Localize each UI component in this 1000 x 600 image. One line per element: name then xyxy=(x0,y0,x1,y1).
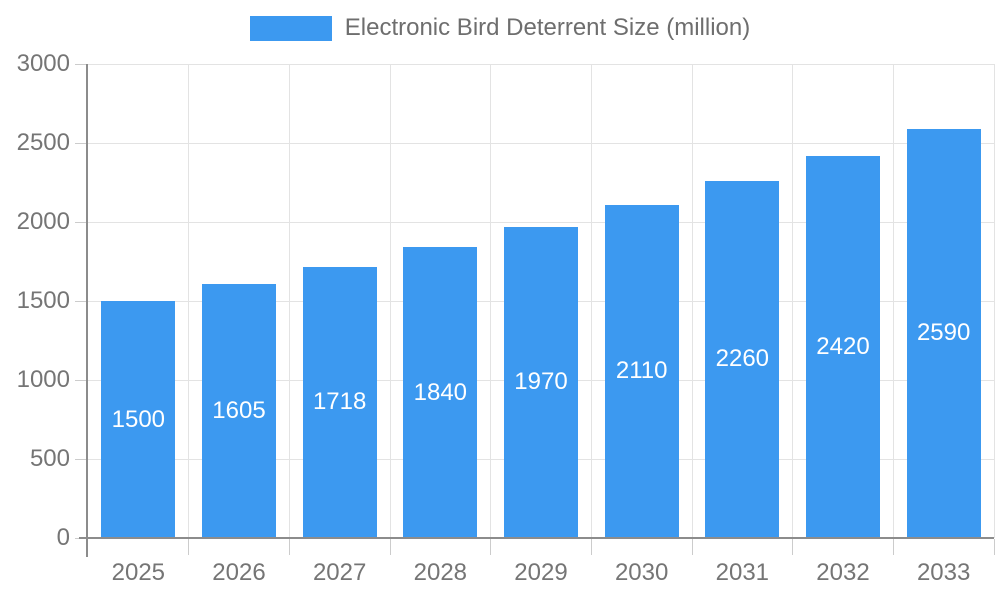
y-tick-label: 2000 xyxy=(16,208,70,235)
bar[interactable]: 1605 xyxy=(202,284,276,538)
x-tick-label: 2033 xyxy=(916,559,971,586)
x-gridline xyxy=(389,64,391,538)
bar[interactable]: 1840 xyxy=(403,247,478,538)
x-tick-label: 2032 xyxy=(816,559,870,586)
bar-value-label: 2110 xyxy=(615,357,668,385)
x-tick-label: 2026 xyxy=(212,559,266,586)
x-gridline xyxy=(590,64,592,538)
x-axis-tick xyxy=(792,539,794,555)
y-tick-label: 500 xyxy=(29,445,70,472)
x-axis-tick xyxy=(188,539,190,555)
y-axis-tick xyxy=(75,63,88,65)
bar-value-label: 1840 xyxy=(413,378,468,406)
legend-swatch-icon xyxy=(249,15,332,41)
y-tick-label: 2500 xyxy=(16,129,70,156)
y-axis-line xyxy=(86,64,88,557)
x-tick-label: 2027 xyxy=(312,559,367,586)
bar-value-label: 1500 xyxy=(111,405,166,433)
bar[interactable]: 1970 xyxy=(504,226,578,538)
y-tick-label: 1500 xyxy=(16,287,70,314)
y-axis-tick xyxy=(75,221,88,223)
bar[interactable]: 2420 xyxy=(806,155,880,538)
x-tick-label: 2030 xyxy=(614,559,669,586)
bar-value-label: 2590 xyxy=(916,319,971,347)
y-gridline xyxy=(88,142,994,144)
bar-value-label: 1718 xyxy=(312,388,367,416)
x-axis-tick xyxy=(691,539,693,555)
x-tick-label: 2029 xyxy=(514,559,568,586)
bar-value-label: 2420 xyxy=(816,332,870,360)
legend[interactable]: Electronic Bird Deterrent Size (million) xyxy=(0,14,1000,42)
y-gridline xyxy=(88,63,994,65)
x-axis-tick xyxy=(993,539,995,555)
y-tick-label: 1000 xyxy=(16,366,70,393)
bar[interactable]: 2260 xyxy=(705,180,780,538)
x-axis-tick xyxy=(490,539,492,555)
x-axis-tick xyxy=(590,539,592,555)
x-gridline xyxy=(892,64,894,538)
bar[interactable]: 2590 xyxy=(906,128,981,538)
x-gridline xyxy=(288,64,290,538)
y-tick-label: 3000 xyxy=(16,50,70,77)
y-axis-tick xyxy=(75,458,88,460)
x-gridline xyxy=(993,64,995,538)
bar[interactable]: 1500 xyxy=(101,301,176,538)
x-axis-tick xyxy=(892,539,894,555)
y-axis-tick xyxy=(75,379,88,381)
bar-value-label: 2260 xyxy=(715,345,770,373)
legend-label: Electronic Bird Deterrent Size (million) xyxy=(344,14,751,41)
x-gridline xyxy=(691,64,693,538)
bar[interactable]: 2110 xyxy=(604,204,679,538)
x-axis-tick xyxy=(389,539,391,555)
x-axis-tick xyxy=(288,539,290,555)
x-tick-label: 2028 xyxy=(413,559,468,586)
y-axis-tick xyxy=(75,142,88,144)
x-tick-label: 2031 xyxy=(715,559,770,586)
bar-value-label: 1970 xyxy=(514,368,568,396)
bar[interactable]: 1718 xyxy=(302,266,377,538)
x-gridline xyxy=(188,64,190,538)
y-tick-label: 0 xyxy=(56,524,70,551)
x-gridline xyxy=(792,64,794,538)
x-axis-line xyxy=(79,537,994,539)
x-gridline xyxy=(490,64,492,538)
bar-value-label: 1605 xyxy=(212,397,266,425)
x-tick-label: 2025 xyxy=(111,559,166,586)
y-gridline xyxy=(88,221,994,223)
y-axis-tick xyxy=(75,300,88,302)
